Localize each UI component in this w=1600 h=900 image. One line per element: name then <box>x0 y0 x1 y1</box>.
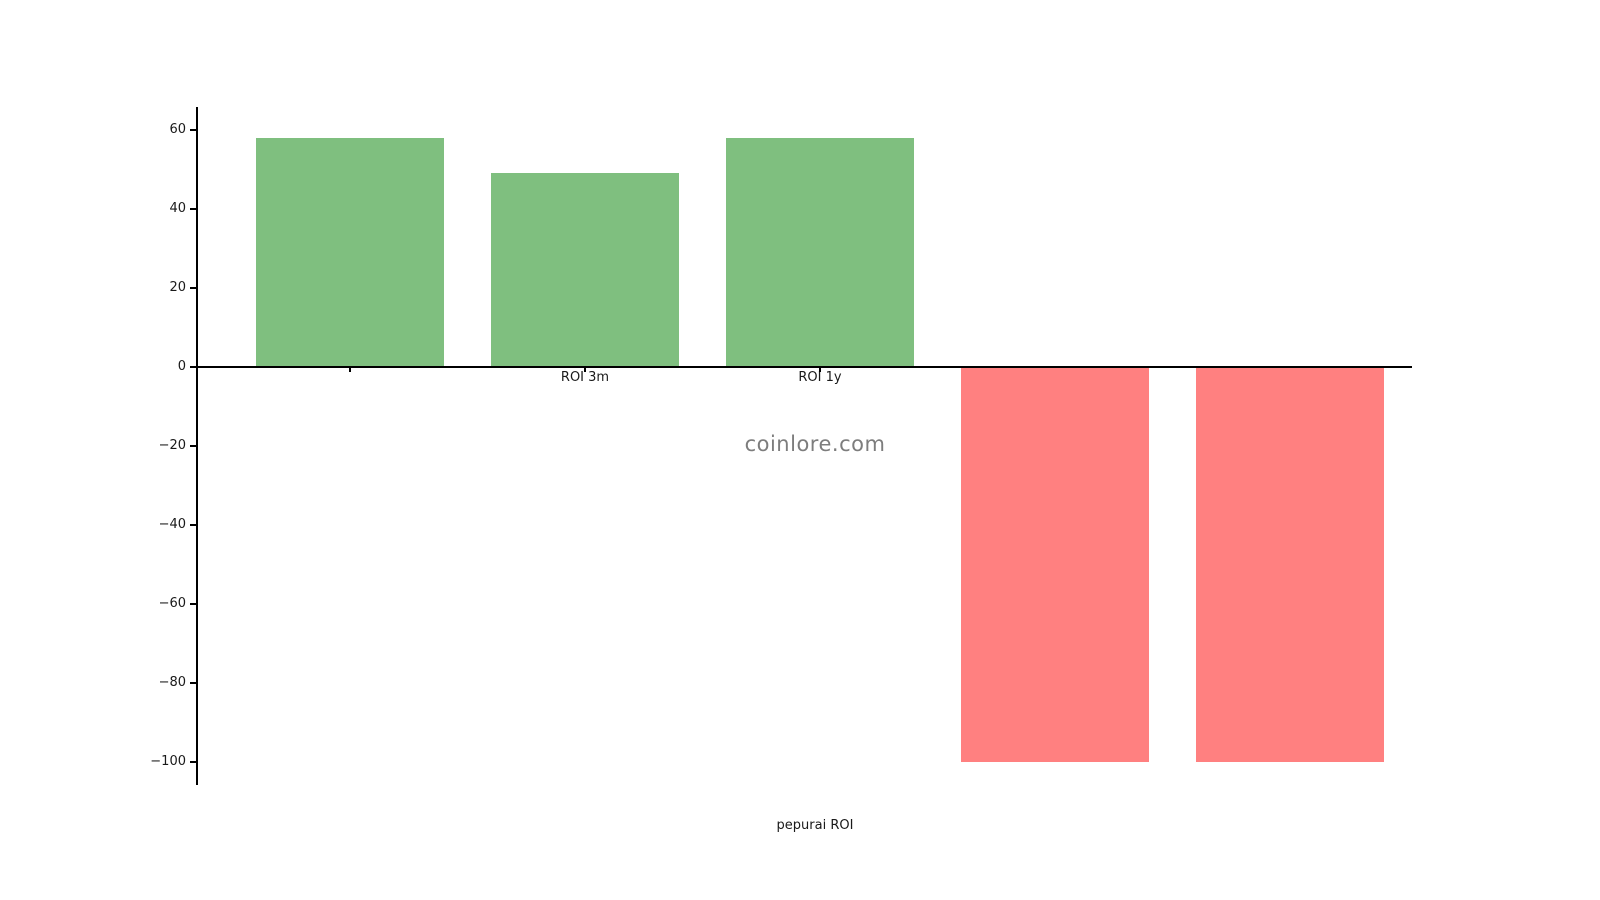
y-tick-label: −100 <box>150 754 186 769</box>
x-tick-label: ROI 3m <box>560 370 610 385</box>
y-tick-mark <box>190 445 197 447</box>
x-axis-line <box>196 366 1412 368</box>
y-tick-label: −40 <box>158 517 186 532</box>
bar-unlabeled-5 <box>1196 367 1384 762</box>
y-tick-mark <box>190 603 197 605</box>
y-tick-label: −80 <box>158 675 186 690</box>
y-tick-mark <box>190 208 197 210</box>
y-tick-label: 20 <box>169 280 186 295</box>
bar-unlabeled-4 <box>961 367 1149 762</box>
y-tick-label: −20 <box>158 438 186 453</box>
bar-roi-3m <box>491 173 679 367</box>
watermark-text: coinlore.com <box>744 432 886 456</box>
y-tick-mark <box>190 287 197 289</box>
x-tick-mark <box>584 367 586 372</box>
y-tick-label: 60 <box>169 122 186 137</box>
x-tick-mark <box>349 367 351 372</box>
y-tick-mark <box>190 129 197 131</box>
y-tick-mark <box>190 524 197 526</box>
bar-unlabeled-1 <box>256 137 444 367</box>
x-axis-title: pepurai ROI <box>776 818 854 833</box>
y-tick-label: −60 <box>158 596 186 611</box>
y-tick-label: 0 <box>177 359 186 374</box>
y-tick-mark <box>190 682 197 684</box>
x-tick-mark <box>819 367 821 372</box>
bar-roi-1y <box>726 137 914 367</box>
y-tick-label: 40 <box>169 201 186 216</box>
y-tick-mark <box>190 761 197 763</box>
y-tick-mark <box>190 366 197 368</box>
x-tick-label: ROI 1y <box>798 370 842 385</box>
